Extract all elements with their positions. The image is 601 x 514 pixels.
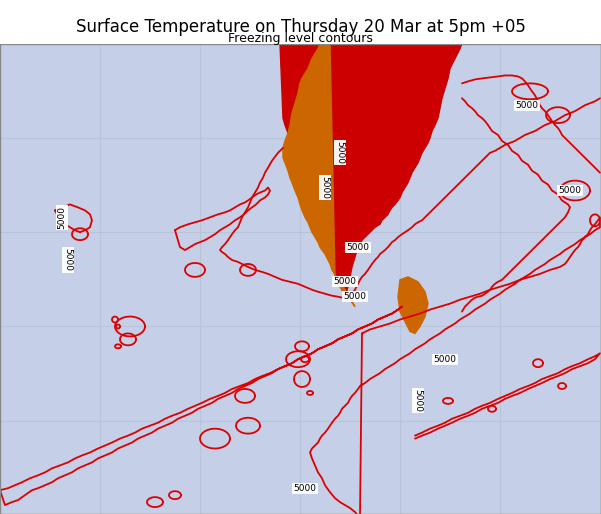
Text: 5000: 5000 [558, 186, 582, 195]
Polygon shape [280, 44, 462, 297]
Text: 5000: 5000 [413, 390, 423, 412]
Text: 5000: 5000 [433, 355, 457, 364]
Text: 5000: 5000 [347, 243, 370, 251]
Text: 5000: 5000 [58, 206, 67, 229]
Text: Freezing level contours: Freezing level contours [228, 32, 373, 45]
Polygon shape [283, 44, 355, 307]
Text: Surface Temperature on Thursday 20 Mar at 5pm +05: Surface Temperature on Thursday 20 Mar a… [76, 18, 525, 36]
Text: 5000: 5000 [335, 141, 344, 164]
Text: 5000: 5000 [516, 101, 538, 109]
Text: 5000: 5000 [64, 248, 73, 271]
Text: 5000: 5000 [320, 176, 329, 199]
Text: 5000: 5000 [293, 484, 317, 493]
Polygon shape [398, 277, 428, 334]
Text: 5000: 5000 [344, 292, 367, 301]
Text: 5000: 5000 [334, 278, 356, 286]
